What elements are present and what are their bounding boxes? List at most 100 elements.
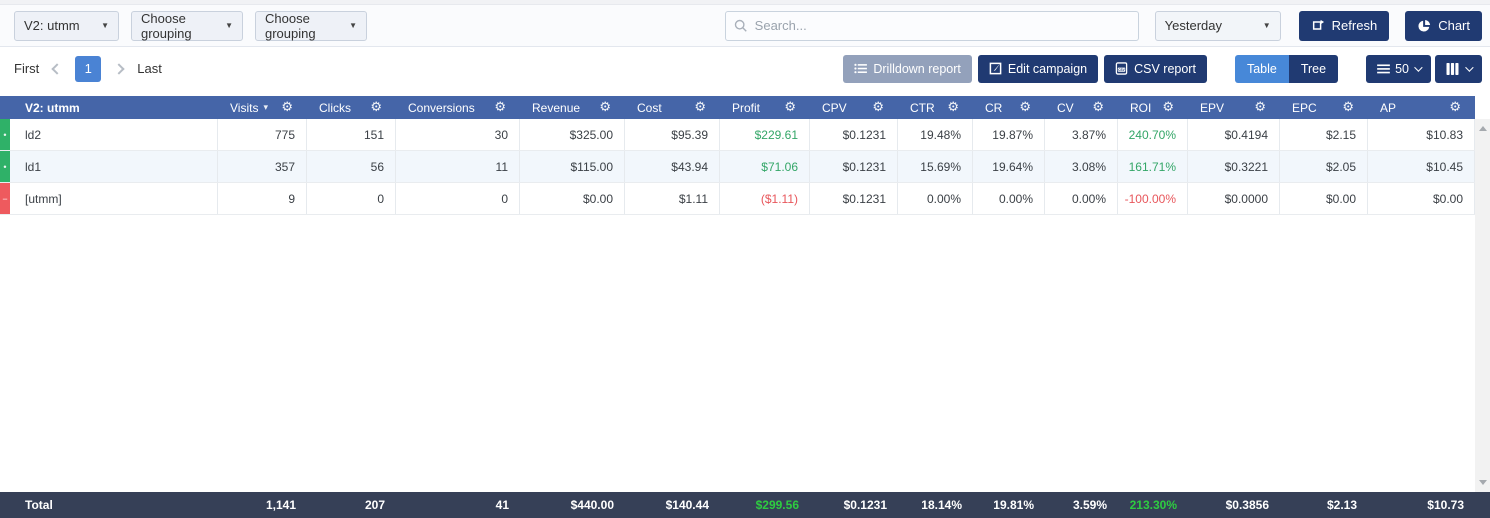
search-input[interactable] — [754, 18, 1130, 33]
scroll-down-button[interactable] — [1475, 475, 1490, 490]
column-header-epv[interactable]: EPV ⚙ — [1188, 96, 1280, 119]
column-settings-gear-icon[interactable]: ⚙ — [1019, 100, 1031, 115]
column-header-cpv[interactable]: CPV ⚙ — [810, 96, 898, 119]
column-settings-gear-icon[interactable]: ⚙ — [1092, 100, 1104, 115]
cell-cpv: $0.1231 — [810, 151, 898, 182]
cell-cost: $1.11 — [625, 183, 720, 214]
column-settings-gear-icon[interactable]: ⚙ — [1162, 100, 1174, 115]
column-settings-gear-icon[interactable]: ⚙ — [281, 100, 293, 115]
column-settings-gear-icon[interactable]: ⚙ — [370, 100, 382, 115]
column-header-clicks[interactable]: Clicks ⚙ — [307, 96, 396, 119]
search-box[interactable] — [724, 10, 1139, 41]
cell-clicks: 56 — [307, 151, 396, 182]
total-cell-cost: $140.44 — [665, 498, 709, 512]
column-header-cr[interactable]: CR ⚙ — [973, 96, 1045, 119]
column-settings-gear-icon[interactable]: ⚙ — [784, 100, 796, 115]
column-header-cost[interactable]: Cost ⚙ — [625, 96, 720, 119]
column-settings-gear-icon[interactable]: ⚙ — [947, 100, 959, 115]
cell-cpv: $0.1231 — [810, 183, 898, 214]
cell-conversions: 0 — [396, 183, 520, 214]
grouping-select-1-value: Choose grouping — [141, 10, 192, 41]
columns-settings-button[interactable] — [1435, 54, 1482, 83]
pagination-first[interactable]: First — [14, 61, 40, 76]
cell-cv: 0.00% — [1045, 183, 1118, 214]
column-label-profit: Profit — [732, 100, 761, 115]
column-header-visits[interactable]: Visits ▾ ⚙ — [218, 96, 307, 119]
cell-ctr: 15.69% — [898, 151, 973, 182]
edit-campaign-button[interactable]: Edit campaign — [977, 54, 1099, 83]
cell-visits: 357 — [218, 151, 307, 182]
grouping-select-1[interactable]: Choose grouping ▼ — [131, 10, 243, 41]
cell-epv: $0.0000 — [1188, 183, 1280, 214]
column-header-profit[interactable]: Profit ⚙ — [720, 96, 810, 119]
cell-roi: -100.00% — [1118, 183, 1188, 214]
drilldown-label: Drilldown report — [873, 61, 961, 76]
vertical-scrollbar[interactable] — [1475, 119, 1490, 492]
date-range-select[interactable]: Yesterday ▼ — [1154, 10, 1281, 41]
pagination-prev-icon[interactable] — [51, 62, 63, 75]
column-settings-gear-icon[interactable]: ⚙ — [872, 100, 884, 115]
cell-cv: 3.08% — [1045, 151, 1118, 182]
column-settings-gear-icon[interactable]: ⚙ — [599, 100, 611, 115]
cell-epc: $0.00 — [1280, 183, 1368, 214]
cell-cost: $43.94 — [625, 151, 720, 182]
column-header-epc[interactable]: EPC ⚙ — [1280, 96, 1368, 119]
table-total-row: Total 1,141 207 41 $440.00 $140.44 $299.56 $0.1… — [0, 492, 1490, 518]
pagination-next-icon[interactable] — [113, 62, 125, 75]
column-settings-gear-icon[interactable]: ⚙ — [694, 100, 706, 115]
column-settings-gear-icon[interactable]: ⚙ — [494, 100, 506, 115]
report-actions: Drilldown report Edit campaign CSV CSV r… — [843, 54, 1482, 83]
cell-cr: 19.64% — [973, 151, 1045, 182]
drilldown-report-button[interactable]: Drilldown report — [843, 54, 972, 83]
table-row[interactable]: − [utmm] 9 0 0 $0.00 $1.11 ($1.11) $0.1231 0.00% 0… — [0, 183, 1475, 215]
chart-button[interactable]: Chart — [1405, 10, 1482, 41]
csv-report-label: CSV report — [1134, 61, 1196, 76]
rows-per-page-button[interactable]: 50 — [1366, 54, 1431, 83]
scroll-up-button[interactable] — [1475, 121, 1490, 136]
cell-cpv: $0.1231 — [810, 119, 898, 150]
total-cell-visits: 1,141 — [265, 498, 296, 512]
grouping-select-2[interactable]: Choose grouping ▼ — [255, 10, 367, 41]
table-row[interactable]: • ld1 357 56 11 $115.00 $43.94 $71.06 $0.1231 15.… — [0, 151, 1475, 183]
column-header-revenue[interactable]: Revenue ⚙ — [520, 96, 625, 119]
column-label-cpv: CPV — [822, 100, 847, 115]
cell-visits: 775 — [218, 119, 307, 150]
column-label-epv: EPV — [1200, 100, 1225, 115]
row-status-marker-negative: − — [0, 183, 10, 214]
report-table: V2: utmm Visits ▾ ⚙ Clicks ⚙ Conversions ⚙ Reven… — [0, 96, 1490, 215]
cell-profit: ($1.11) — [720, 183, 810, 214]
campaign-select[interactable]: V2: utmm ▼ — [14, 10, 119, 41]
column-header-name[interactable]: V2: utmm — [0, 96, 218, 119]
column-header-conversions[interactable]: Conversions ⚙ — [396, 96, 520, 119]
column-header-roi[interactable]: ROI ⚙ — [1118, 96, 1188, 119]
refresh-button[interactable]: Refresh — [1298, 10, 1390, 41]
tree-view-button[interactable]: Tree — [1288, 54, 1339, 83]
cell-profit: $71.06 — [720, 151, 810, 182]
main-toolbar: V2: utmm ▼ Choose grouping ▼ Choose grou… — [0, 5, 1490, 47]
pie-chart-icon — [1418, 19, 1431, 32]
cell-epc: $2.05 — [1280, 151, 1368, 182]
cell-conversions: 30 — [396, 119, 520, 150]
pagination-current-page[interactable]: 1 — [75, 55, 102, 82]
table-body: • ld2 775 151 30 $325.00 $95.39 $229.61 $0.1231 1… — [0, 119, 1490, 215]
edit-icon — [989, 62, 1002, 75]
select-caret-icon: ▼ — [349, 21, 357, 30]
column-header-cv[interactable]: CV ⚙ — [1045, 96, 1118, 119]
column-header-ctr[interactable]: CTR ⚙ — [898, 96, 973, 119]
pagination-last[interactable]: Last — [137, 61, 162, 76]
cell-name: • ld2 — [0, 119, 218, 150]
column-settings-gear-icon[interactable]: ⚙ — [1254, 100, 1266, 115]
chart-label: Chart — [1438, 18, 1470, 33]
column-header-ap[interactable]: AP ⚙ — [1368, 96, 1475, 119]
column-settings-gear-icon[interactable]: ⚙ — [1449, 100, 1461, 115]
table-view-button[interactable]: Table — [1234, 54, 1289, 83]
column-label-name: V2: utmm — [25, 100, 80, 115]
cell-cr: 0.00% — [973, 183, 1045, 214]
csv-report-button[interactable]: CSV CSV report — [1104, 54, 1207, 83]
cell-name: − [utmm] — [0, 183, 218, 214]
row-status-marker-positive: • — [0, 119, 10, 150]
table-row[interactable]: • ld2 775 151 30 $325.00 $95.39 $229.61 $0.1231 1… — [0, 119, 1475, 151]
column-settings-gear-icon[interactable]: ⚙ — [1342, 100, 1354, 115]
cell-epv: $0.3221 — [1188, 151, 1280, 182]
cell-ap: $10.83 — [1368, 119, 1475, 150]
